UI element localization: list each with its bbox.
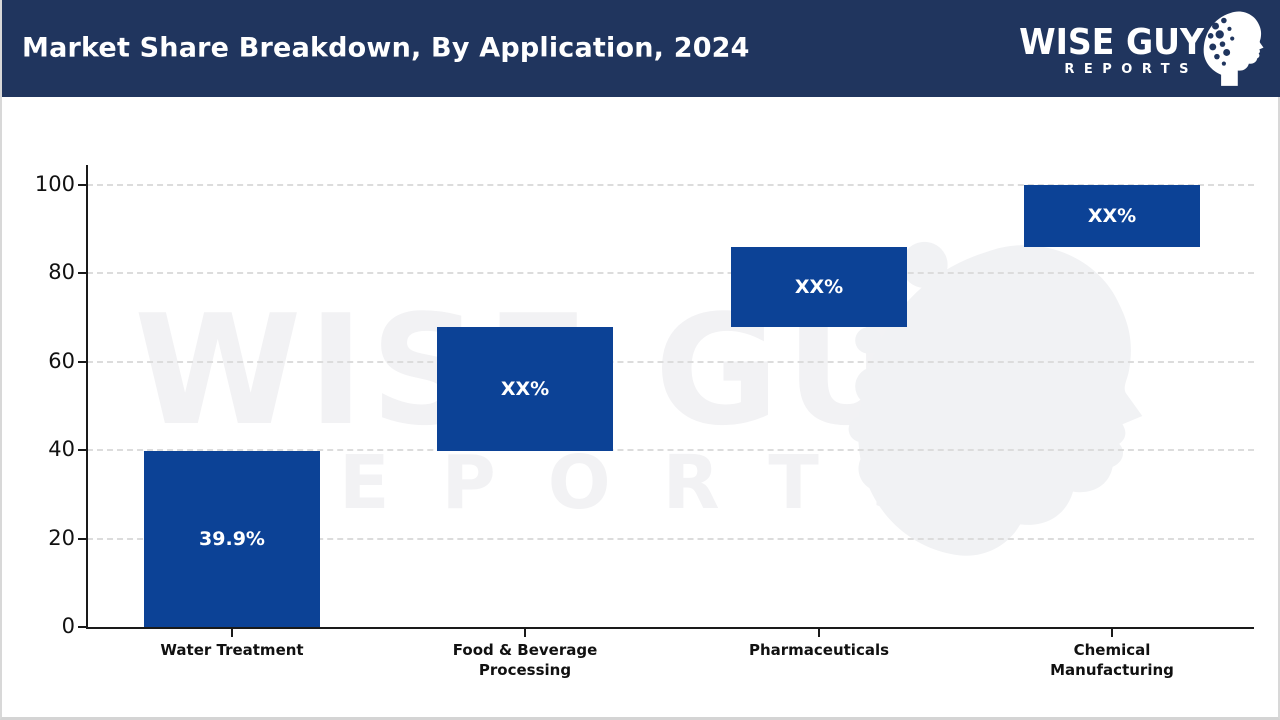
bar-segment-2 bbox=[437, 326, 613, 451]
x-category-label-3: Pharmaceuticals bbox=[748, 641, 890, 659]
y-tick-label-100: 100 bbox=[34, 172, 75, 196]
bar-segment-1 bbox=[144, 450, 320, 627]
bar-value-label-2: XX% bbox=[500, 377, 550, 400]
y-axis-line bbox=[86, 165, 88, 629]
gridline-60 bbox=[87, 360, 1254, 363]
y-tick-60 bbox=[78, 360, 87, 363]
logo-head-icon bbox=[1203, 11, 1264, 86]
bar-value-label-3: XX% bbox=[794, 276, 844, 299]
y-tick-label-60: 60 bbox=[48, 348, 75, 373]
bar-segment-3 bbox=[731, 247, 907, 327]
y-tick-100 bbox=[78, 184, 87, 186]
page-title: Market Share Breakdown, By Application, … bbox=[22, 31, 750, 63]
logo-wiseguy-text: WISE GUY bbox=[1019, 22, 1204, 63]
watermark-head-icon bbox=[848, 241, 1143, 556]
x-tick-4 bbox=[1111, 629, 1113, 637]
bar-segment-4 bbox=[1024, 185, 1200, 248]
wise-guy-logo: WISE GUY REPORTS bbox=[1012, 0, 1272, 97]
x-tick-1 bbox=[231, 629, 233, 637]
gridline-20 bbox=[87, 537, 1254, 540]
gridline-40 bbox=[87, 449, 1254, 452]
y-tick-20 bbox=[78, 537, 87, 540]
logo-reports-text: REPORTS bbox=[1064, 62, 1198, 77]
bar-value-label-4: XX% bbox=[1087, 205, 1137, 228]
watermark-reports-text: REPORTS bbox=[230, 440, 977, 526]
bar-value-label-1: 39.9% bbox=[199, 527, 265, 550]
x-category-label-1: Water Treatment bbox=[160, 641, 304, 659]
header: Market Share Breakdown, By Application, … bbox=[2, 0, 1280, 97]
y-tick-80 bbox=[78, 272, 87, 275]
gridline-80 bbox=[87, 272, 1254, 275]
x-axis-line bbox=[86, 627, 1254, 629]
x-category-label-2: Food & Beverage Processing bbox=[452, 641, 598, 680]
x-category-label-4: Chemical Manufacturing bbox=[1050, 641, 1174, 680]
y-tick-label-40: 40 bbox=[48, 437, 75, 462]
gridline-100 bbox=[87, 184, 1254, 186]
y-tick-0 bbox=[78, 626, 87, 628]
x-tick-2 bbox=[524, 629, 526, 637]
y-tick-label-80: 80 bbox=[48, 260, 75, 285]
x-tick-3 bbox=[818, 629, 820, 637]
y-tick-label-0: 0 bbox=[61, 614, 75, 638]
y-tick-label-20: 20 bbox=[48, 525, 75, 550]
y-tick-40 bbox=[78, 449, 87, 452]
